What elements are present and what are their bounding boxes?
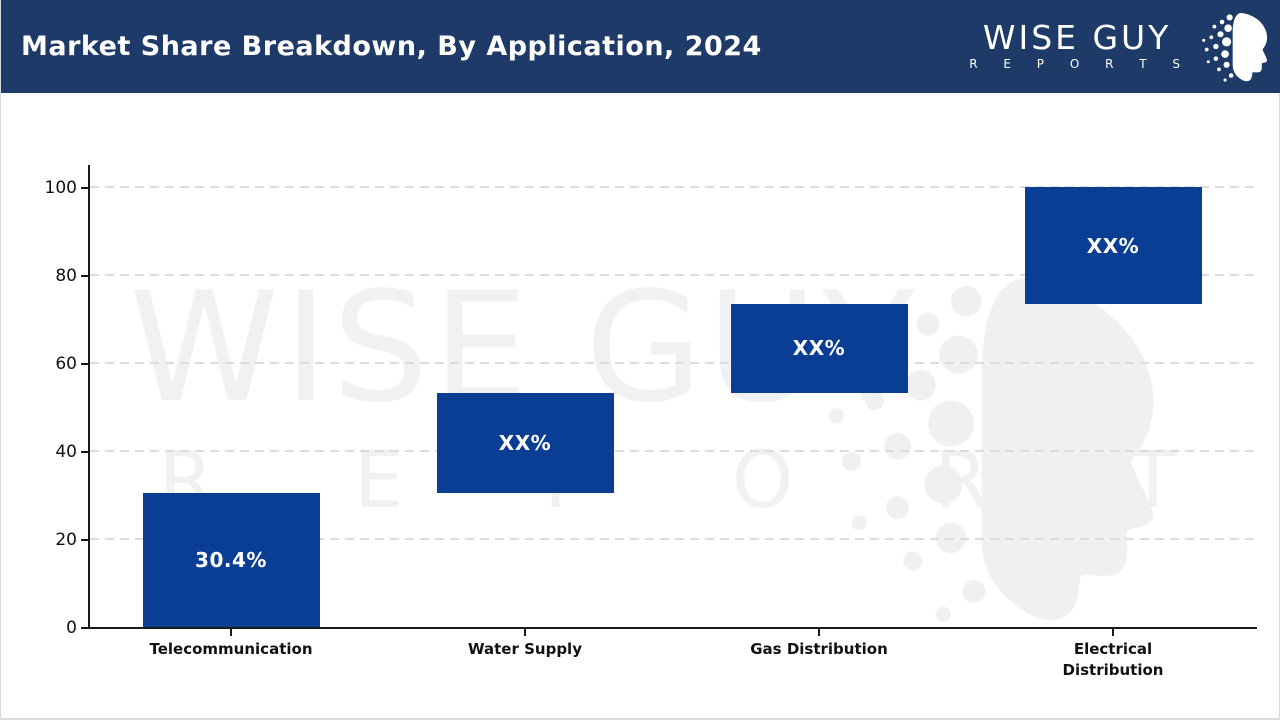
bar-value-label: 30.4% xyxy=(195,548,267,573)
y-tick-mark xyxy=(81,275,88,277)
bar-value-label: XX% xyxy=(792,336,846,361)
x-axis-category-label: Telecommunication xyxy=(149,640,313,658)
y-axis-line xyxy=(88,165,90,628)
logo-subtitle: R E P O R T S xyxy=(969,57,1191,71)
bar-electrical-distribution: XX% xyxy=(1024,187,1202,305)
y-gridline xyxy=(90,450,1256,452)
y-tick-mark xyxy=(81,627,88,629)
x-axis-category-label: Electrical Distribution xyxy=(1062,640,1164,679)
y-gridline xyxy=(90,538,1256,540)
y-gridline xyxy=(90,274,1256,276)
y-tick-mark xyxy=(81,451,88,453)
x-tick-mark xyxy=(818,629,820,636)
y-tick-label: 60 xyxy=(55,354,77,374)
header-bar: Market Share Breakdown, By Application, … xyxy=(1,0,1280,93)
x-axis-category-label: Water Supply xyxy=(468,640,582,658)
x-tick-mark xyxy=(230,629,232,636)
y-gridline xyxy=(90,362,1256,364)
logo-text: WISE GUY R E P O R T S xyxy=(963,21,1191,72)
x-axis-line xyxy=(86,627,1257,629)
logo-dotted-head-icon xyxy=(1202,12,1268,82)
wise-guy-logo: WISE GUY R E P O R T S xyxy=(963,0,1277,93)
bar-water-supply: XX% xyxy=(436,392,614,494)
y-tick-label: 100 xyxy=(44,178,77,198)
y-tick-mark xyxy=(81,539,88,541)
y-tick-label: 80 xyxy=(55,266,77,286)
x-tick-mark xyxy=(524,629,526,636)
bar-gas-distribution: XX% xyxy=(730,304,908,393)
y-tick-mark xyxy=(81,363,88,365)
logo-wordmark: WISE GUY xyxy=(982,18,1172,57)
y-tick-label: 20 xyxy=(55,530,77,550)
bar-value-label: XX% xyxy=(498,431,552,456)
page-title: Market Share Breakdown, By Application, … xyxy=(21,31,762,62)
x-axis-category-label: Gas Distribution xyxy=(750,640,888,658)
y-tick-mark xyxy=(81,187,88,189)
bar-telecommunication: 30.4% xyxy=(142,493,320,627)
y-tick-label: 40 xyxy=(55,442,77,462)
x-tick-mark xyxy=(1112,629,1114,636)
bar-value-label: XX% xyxy=(1086,233,1140,258)
y-gridline xyxy=(90,186,1256,188)
y-tick-label: 0 xyxy=(66,618,77,638)
